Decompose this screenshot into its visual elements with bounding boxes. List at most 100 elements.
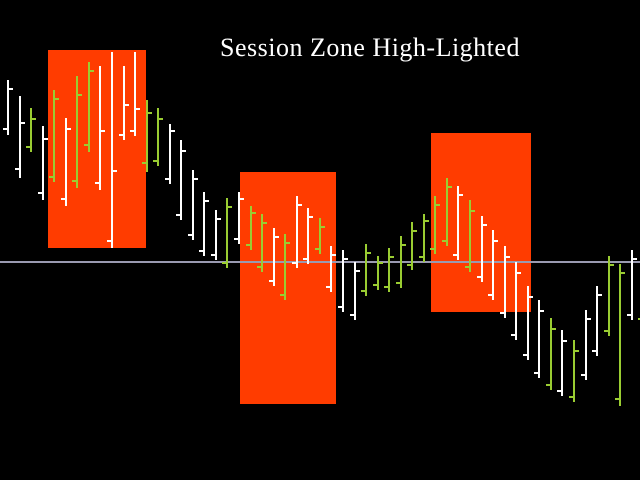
ohlc-bar <box>638 0 640 480</box>
ohlc-close-tick <box>527 296 533 298</box>
ohlc-open-tick <box>522 354 528 356</box>
ohlc-high-low-line <box>469 200 471 272</box>
ohlc-high-low-line <box>249 206 252 250</box>
ohlc-open-tick <box>141 162 147 164</box>
ohlc-close-tick <box>227 206 233 208</box>
ohlc-close-tick <box>458 194 464 196</box>
ohlc-high-low-line <box>272 228 275 286</box>
ohlc-high-low-line <box>422 214 425 262</box>
page-title: Session Zone High-Lighted <box>220 33 520 62</box>
ohlc-bar <box>499 0 510 480</box>
ohlc-open-tick <box>106 240 112 242</box>
ohlc-bar <box>141 0 152 480</box>
ohlc-bar <box>349 0 360 480</box>
ohlc-bar <box>303 0 314 480</box>
ohlc-high-low-line <box>180 140 183 220</box>
ohlc-high-low-line <box>214 210 217 260</box>
ohlc-bar <box>372 0 383 480</box>
ohlc-close-tick <box>481 224 487 226</box>
ohlc-close-tick <box>135 108 141 110</box>
ohlc-high-low-line <box>110 52 113 248</box>
ohlc-high-low-line <box>630 250 633 320</box>
ohlc-open-tick <box>476 276 482 278</box>
ohlc-open-tick <box>234 238 239 240</box>
ohlc-high-low-line <box>434 196 437 254</box>
ohlc-open-tick <box>615 398 621 400</box>
ohlc-open-tick <box>60 198 66 200</box>
ohlc-bar <box>488 0 499 480</box>
ohlc-high-low-line <box>226 198 229 268</box>
ohlc-open-tick <box>37 192 43 194</box>
ohlc-high-low-line <box>492 230 495 300</box>
ohlc-close-tick <box>192 178 198 180</box>
ohlc-close-tick <box>400 244 406 246</box>
ohlc-bar <box>106 0 117 480</box>
ohlc-bar <box>222 0 233 480</box>
ohlc-open-tick <box>626 314 632 316</box>
ohlc-close-tick <box>169 130 175 132</box>
ohlc-high-low-line <box>549 318 552 390</box>
ohlc-bar <box>95 0 106 480</box>
ohlc-open-tick <box>26 146 32 148</box>
ohlc-close-tick <box>296 204 302 206</box>
ohlc-close-tick <box>123 104 129 106</box>
ohlc-bar <box>592 0 603 480</box>
ohlc-bar <box>199 0 210 480</box>
ohlc-high-low-line <box>122 66 125 140</box>
ohlc-bar <box>257 0 268 480</box>
ohlc-close-tick <box>111 170 117 172</box>
ohlc-bar <box>245 0 256 480</box>
ohlc-open-tick <box>118 134 124 136</box>
ohlc-open-tick <box>187 234 193 236</box>
ohlc-close-tick <box>597 294 603 296</box>
ohlc-open-tick <box>314 248 320 250</box>
ohlc-open-tick <box>349 314 355 316</box>
ohlc-open-tick <box>49 176 55 178</box>
ohlc-close-tick <box>470 210 475 212</box>
ohlc-close-tick <box>42 138 48 140</box>
ohlc-high-low-line <box>41 126 44 200</box>
ohlc-close-tick <box>273 236 279 238</box>
ohlc-high-low-line <box>295 196 298 268</box>
ohlc-high-low-line <box>145 100 148 172</box>
ohlc-high-low-line <box>619 264 622 406</box>
ohlc-open-tick <box>395 282 401 284</box>
ohlc-open-tick <box>361 290 367 292</box>
ohlc-open-tick <box>488 294 494 296</box>
ohlc-high-low-line <box>561 330 564 396</box>
ohlc-high-low-line <box>341 250 344 312</box>
ohlc-open-tick <box>545 384 551 386</box>
ohlc-high-low-line <box>596 286 599 356</box>
ohlc-high-low-line <box>261 214 264 272</box>
ohlc-bar <box>418 0 429 480</box>
ohlc-high-low-line <box>307 208 310 264</box>
ohlc-high-low-line <box>53 90 56 182</box>
ohlc-open-tick <box>95 182 101 184</box>
ohlc-open-tick <box>384 286 390 288</box>
ohlc-close-tick <box>65 128 71 130</box>
ohlc-bar <box>49 0 60 480</box>
ohlc-open-tick <box>638 318 640 320</box>
ohlc-close-tick <box>239 198 244 200</box>
ohlc-bar <box>37 0 48 480</box>
ohlc-close-tick <box>342 258 348 260</box>
ohlc-close-tick <box>88 70 94 72</box>
ohlc-close-tick <box>146 112 152 114</box>
ohlc-bar <box>130 0 141 480</box>
ohlc-open-tick <box>303 258 309 260</box>
ohlc-close-tick <box>516 272 522 274</box>
ohlc-bar <box>72 0 83 480</box>
session-zone-1 <box>48 50 146 248</box>
session-zone-2 <box>240 172 336 404</box>
ohlc-close-tick <box>158 118 164 120</box>
ohlc-close-tick <box>54 98 60 100</box>
ohlc-close-tick <box>8 88 13 90</box>
ohlc-open-tick <box>72 180 78 182</box>
ohlc-bar <box>603 0 614 480</box>
ohlc-open-tick <box>280 294 286 296</box>
ohlc-close-tick <box>319 226 325 228</box>
ohlc-open-tick <box>453 254 459 256</box>
ohlc-bar <box>465 0 475 480</box>
ohlc-close-tick <box>608 264 614 266</box>
